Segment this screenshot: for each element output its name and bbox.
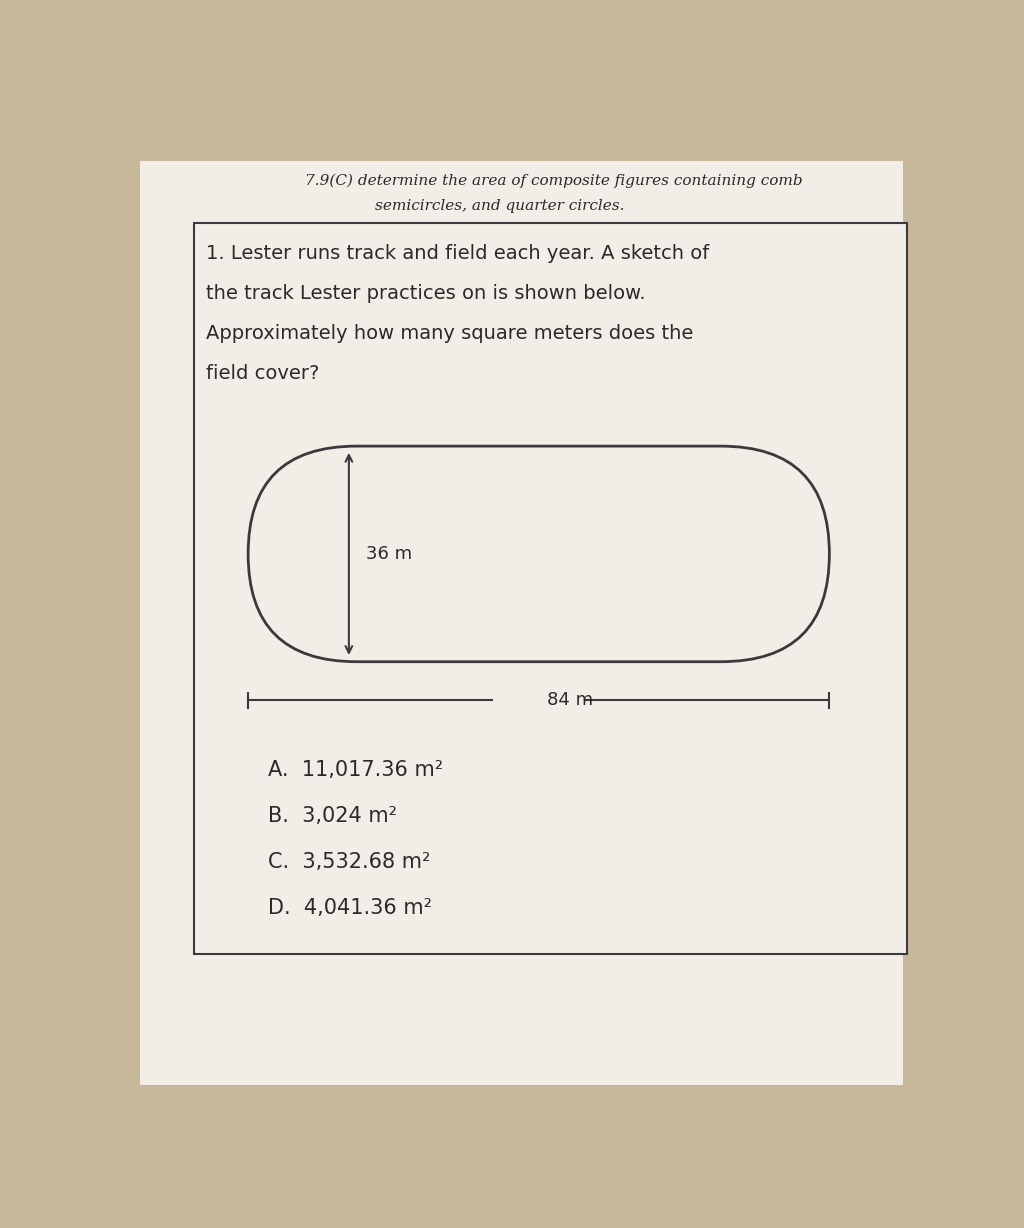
Text: 84 m: 84 m <box>547 691 593 710</box>
Text: C.  3,532.68 m²: C. 3,532.68 m² <box>267 852 430 872</box>
Text: 7.9(C) determine the area of composite figures containing comb: 7.9(C) determine the area of composite f… <box>305 173 803 188</box>
Text: the track Lester practices on is shown below.: the track Lester practices on is shown b… <box>206 284 645 303</box>
Text: 1. Lester runs track and field each year. A sketch of: 1. Lester runs track and field each year… <box>206 244 709 263</box>
FancyBboxPatch shape <box>248 446 829 662</box>
Text: field cover?: field cover? <box>206 365 318 383</box>
Text: semicircles, and quarter circles.: semicircles, and quarter circles. <box>375 199 625 212</box>
Text: D.  4,041.36 m²: D. 4,041.36 m² <box>267 898 432 919</box>
Text: 36 m: 36 m <box>366 545 412 562</box>
Bar <box>194 222 907 954</box>
Text: Approximately how many square meters does the: Approximately how many square meters doe… <box>206 324 693 343</box>
Text: B.  3,024 m²: B. 3,024 m² <box>267 806 396 825</box>
Text: A.  11,017.36 m²: A. 11,017.36 m² <box>267 760 442 780</box>
